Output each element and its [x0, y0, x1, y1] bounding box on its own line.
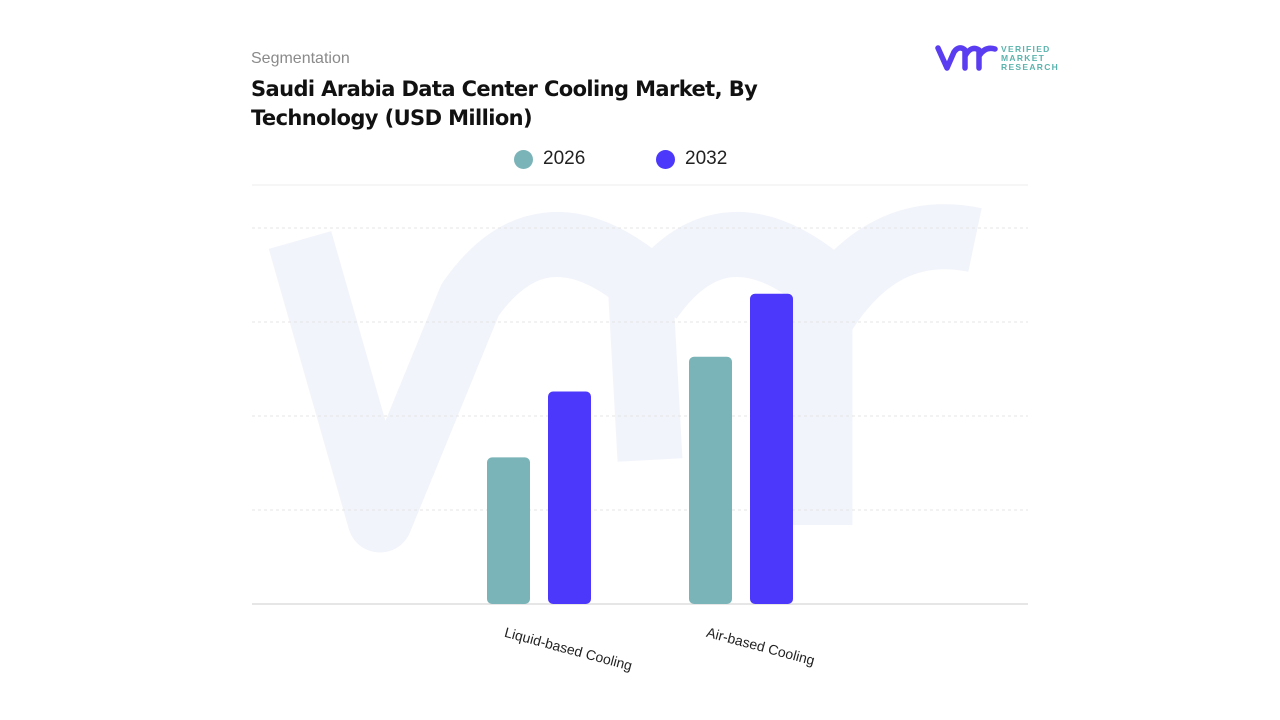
legend-label: 2032 — [685, 148, 728, 169]
legend: 2026 2032 — [0, 148, 1280, 174]
bar-2026-0[interactable] — [487, 457, 530, 604]
legend-label: 2026 — [543, 148, 586, 169]
bar-2026-1[interactable] — [689, 356, 732, 604]
vmr-logo-mark-icon — [935, 45, 998, 71]
bar-2032-0[interactable] — [548, 391, 591, 604]
vmr-logo: VERIFIED MARKET RESEARCH — [935, 42, 1065, 78]
legend-swatch-2026 — [514, 149, 533, 169]
bar-2032-1[interactable] — [750, 293, 793, 604]
legend-swatch-2032 — [656, 149, 675, 169]
legend-item-2026[interactable]: 2026 — [514, 148, 585, 170]
logo-text-line: MARKET — [1001, 53, 1046, 63]
logo-text-line: VERIFIED — [1001, 44, 1051, 54]
segment-label: Segmentation — [251, 50, 350, 67]
logo-text: VERIFIED MARKET RESEARCH — [1001, 45, 1059, 72]
logo-text-line: RESEARCH — [1001, 62, 1060, 72]
watermark — [268, 204, 982, 553]
legend-item-2032[interactable]: 2032 — [656, 148, 727, 170]
chart-title: Saudi Arabia Data Center Cooling Market,… — [251, 77, 758, 130]
